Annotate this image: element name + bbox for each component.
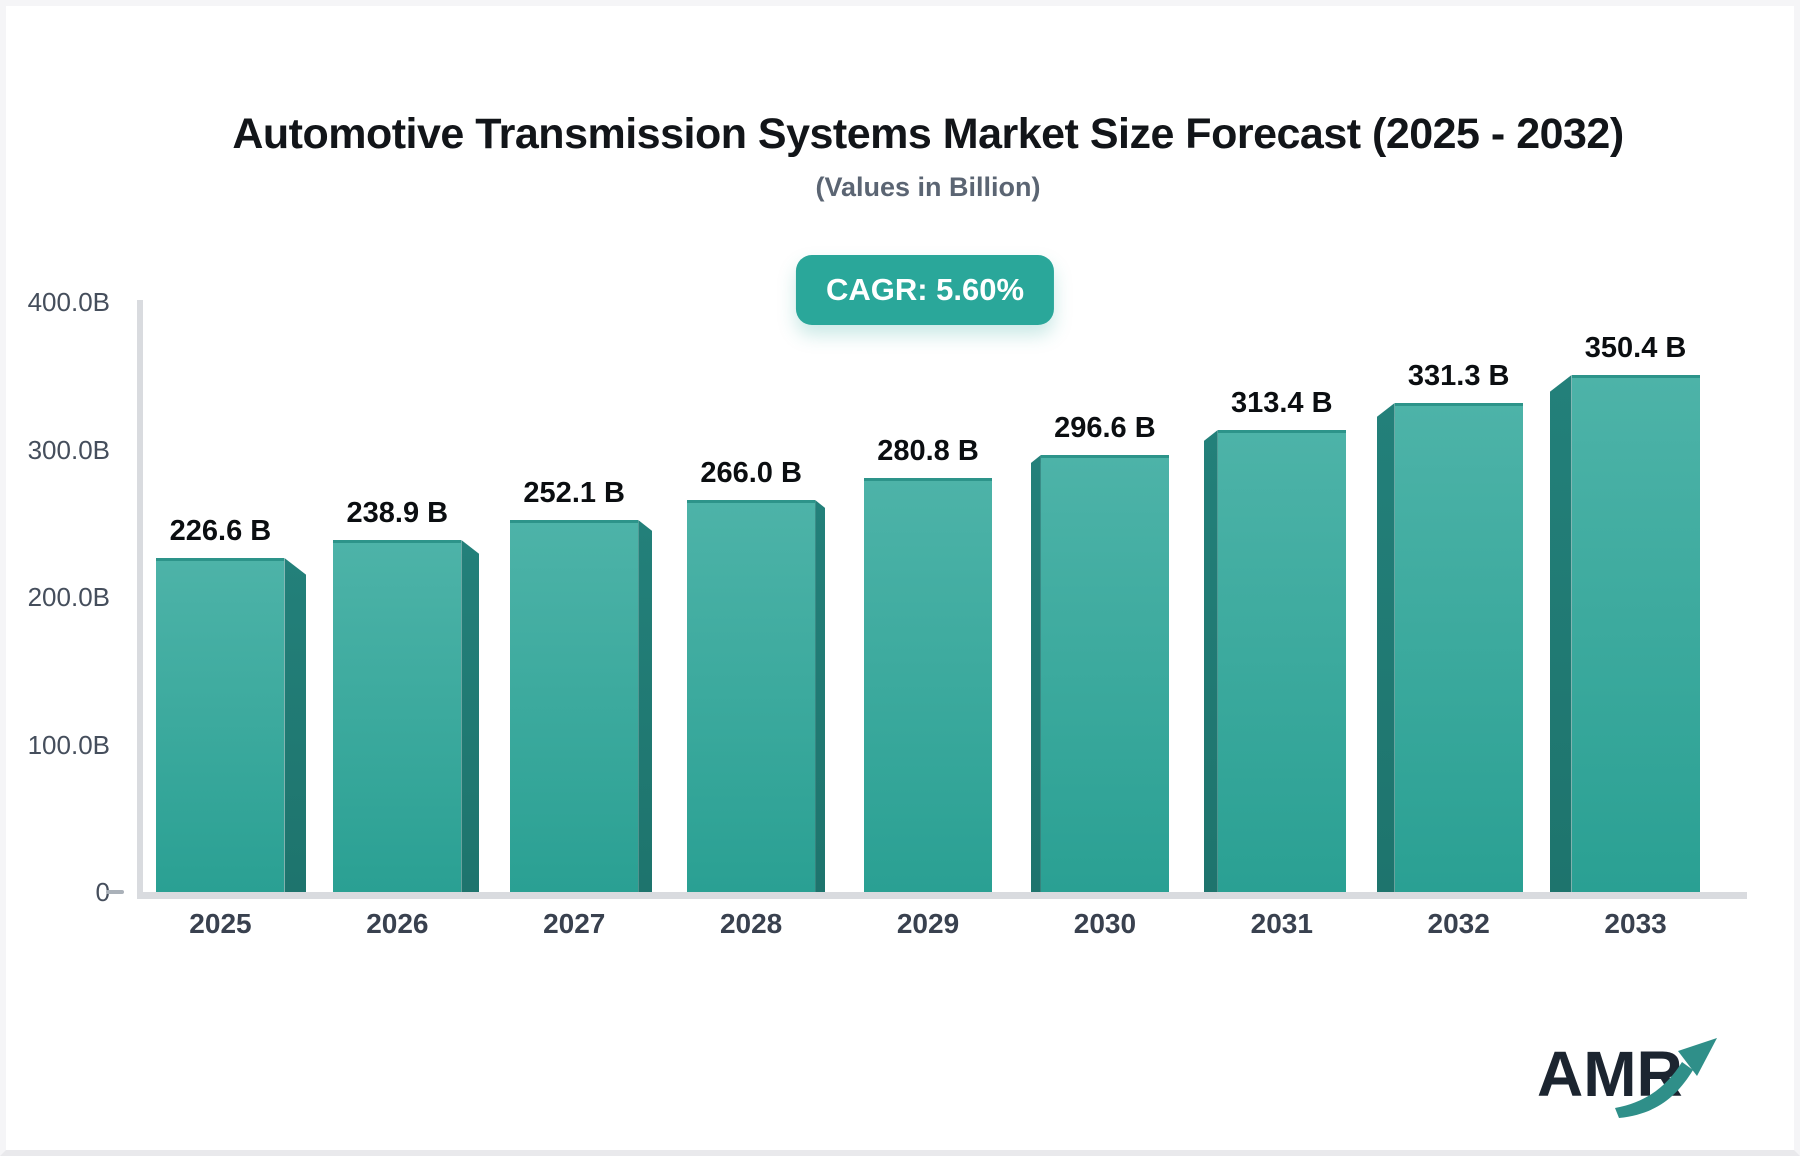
- bar-2032[interactable]: [1394, 403, 1523, 892]
- bar-value-label: 313.4 B: [1230, 387, 1333, 419]
- bar-value-label: 226.6 B: [169, 515, 272, 547]
- bar-side-shadow: [1203, 430, 1218, 892]
- bar-2029[interactable]: [864, 478, 992, 892]
- bar-side-shadow: [284, 558, 307, 892]
- x-axis-baseline: [137, 892, 1747, 899]
- x-axis-label-2031: 2031: [1250, 908, 1313, 939]
- chart-title: Automotive Transmission Systems Market S…: [232, 110, 1624, 158]
- x-axis-label-2029: 2029: [896, 908, 960, 939]
- x-axis-label-2025: 2025: [189, 908, 252, 939]
- bar-slot-2029: 280.8 B 2029: [840, 6, 1017, 939]
- bar-value-label: 296.6 B: [1054, 412, 1156, 444]
- bar-2026[interactable]: [333, 540, 462, 892]
- bar-value-label: 238.9 B: [346, 497, 449, 529]
- bar-2031[interactable]: [1217, 430, 1346, 892]
- bar-slot-2032: 331.3 B 2032: [1370, 6, 1547, 939]
- y-tick-label: 200.0B: [27, 582, 110, 612]
- chart-subtitle: (Values in Billion): [815, 172, 1041, 202]
- bar-side-shadow: [1030, 455, 1041, 892]
- bar-side-shadow: [815, 500, 826, 892]
- x-axis-label-2033: 2033: [1604, 908, 1667, 939]
- x-axis-label-2032: 2032: [1427, 908, 1490, 939]
- bar-2028[interactable]: [687, 500, 816, 892]
- y-axis-line: [137, 300, 143, 898]
- amr-logo-arrowhead-icon: [1678, 1038, 1717, 1076]
- bar-slot-2025: 226.6 B 2025: [132, 6, 309, 939]
- x-axis-label-2026: 2026: [366, 908, 429, 939]
- y-tick-label: 100.0B: [27, 729, 110, 760]
- bar-value-label: 350.4 B: [1584, 332, 1687, 364]
- cagr-badge: CAGR: 5.60%: [795, 255, 1055, 325]
- bar-value-label: 266.0 B: [700, 457, 802, 489]
- bar-slot-2030: 296.6 B 2030: [1016, 6, 1193, 939]
- amr-logo-swoosh-icon: [1615, 1062, 1693, 1118]
- bar-side-shadow: [1549, 375, 1572, 892]
- bar-2027[interactable]: [510, 520, 639, 892]
- bar-slot-2026: 238.9 B 2026: [309, 6, 486, 939]
- bar-value-label: 252.1 B: [523, 477, 626, 509]
- bar-value-label: 331.3 B: [1407, 360, 1510, 392]
- bar-slot-2027: 252.1 B 2027: [486, 6, 663, 939]
- bar-value-label: 280.8 B: [877, 435, 979, 467]
- x-axis-label-2027: 2027: [543, 908, 606, 939]
- bar-side-shadow: [1376, 403, 1395, 892]
- bar-2030[interactable]: [1040, 455, 1169, 892]
- zero-tick-mark: [106, 890, 124, 894]
- bar-side-shadow: [638, 520, 653, 892]
- y-tick-label: 0: [95, 877, 110, 907]
- bar-side-shadow: [461, 540, 480, 892]
- y-tick-label: 400.0B: [27, 287, 110, 317]
- x-axis-label-2030: 2030: [1073, 908, 1137, 939]
- bar-2033[interactable]: [1571, 375, 1700, 892]
- plot-area: 226.6 B 2025 238.9 B 2026 252.1 B 2027 266.0 B…: [132, 6, 1724, 939]
- bar-2025[interactable]: [156, 558, 285, 892]
- amr-logo[interactable]: AMR: [1501, 1008, 1781, 1138]
- x-axis-label-2028: 2028: [719, 908, 783, 939]
- bar-slot-2031: 313.4 B 2031: [1193, 6, 1370, 939]
- bar-slot-2028: 266.0 B 2028: [663, 6, 840, 939]
- y-tick-label: 300.0B: [27, 434, 110, 465]
- bar-slot-2033: 350.4 B 2033: [1547, 6, 1724, 939]
